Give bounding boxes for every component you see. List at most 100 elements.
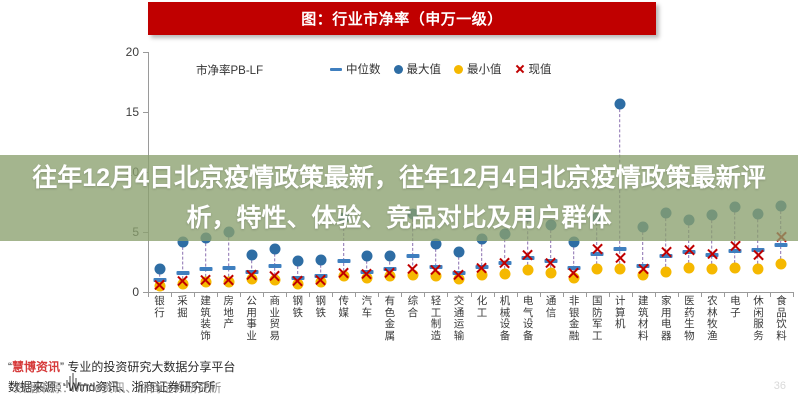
legend-swatch-min-icon xyxy=(454,64,463,74)
max-value-marker xyxy=(430,238,442,250)
current-value-marker xyxy=(291,275,304,288)
legend-item-current[interactable]: 现值 xyxy=(515,61,552,77)
range-stem xyxy=(319,259,321,283)
min-value-marker xyxy=(614,263,626,275)
min-value-marker xyxy=(476,269,488,281)
x-category-label: 休闲服务 xyxy=(753,295,764,342)
current-value-marker xyxy=(499,257,512,270)
x-category-label: 采掘 xyxy=(177,295,188,319)
range-stem xyxy=(642,227,644,276)
x-tick-mark xyxy=(148,292,149,297)
x-tick-mark xyxy=(723,292,725,297)
y-tick-mark xyxy=(143,112,148,113)
range-stem xyxy=(757,214,759,270)
min-value-marker xyxy=(522,264,534,276)
legend-swatch-max-icon xyxy=(393,64,403,74)
current-value-marker xyxy=(476,262,489,275)
legend-item-median[interactable]: 中位数 xyxy=(330,61,381,77)
max-value-marker xyxy=(384,250,396,262)
range-stem xyxy=(250,254,252,279)
current-value-marker xyxy=(360,268,373,281)
current-value-marker xyxy=(245,269,258,282)
x-tick-mark xyxy=(539,292,541,297)
x-category-label: 综合 xyxy=(407,295,419,319)
x-category-label: 建筑装饰 xyxy=(200,295,211,342)
range-stem xyxy=(204,238,206,283)
range-stem xyxy=(412,214,414,276)
x-category-label: 国防军工 xyxy=(591,295,603,342)
median-value-marker xyxy=(613,246,627,251)
max-value-marker xyxy=(453,246,465,258)
x-category-label: 银行 xyxy=(154,295,165,319)
x-category-label: 医药生物 xyxy=(684,295,695,342)
range-stem xyxy=(181,241,183,284)
current-value-marker xyxy=(429,264,442,277)
x-tick-mark xyxy=(470,292,472,297)
x-tick-mark xyxy=(286,292,288,297)
x-tick-mark xyxy=(608,292,610,297)
quote-open: “ xyxy=(8,360,12,374)
x-tick-mark xyxy=(309,292,311,297)
max-value-marker xyxy=(292,255,304,267)
x-category-label: 房地产 xyxy=(223,295,234,331)
x-tick-mark xyxy=(700,292,702,297)
y-tick-label: 15 xyxy=(125,105,139,119)
legend-label: 最大值 xyxy=(406,64,442,76)
footer-platform-line: “慧博资讯” 专业的投资研究大数据分享平台 xyxy=(8,358,235,375)
current-value-marker xyxy=(660,246,673,259)
x-category-label: 化工 xyxy=(476,295,488,319)
platform-tagline: ” 专业的投资研究大数据分享平台 xyxy=(60,360,236,374)
x-category-label: 汽车 xyxy=(361,295,373,319)
x-category-label: 轻工制造 xyxy=(430,295,442,342)
min-value-marker xyxy=(706,263,718,275)
min-value-marker xyxy=(729,262,741,274)
range-stem xyxy=(527,216,529,271)
range-stem xyxy=(458,252,460,279)
x-tick-mark xyxy=(194,292,196,297)
x-category-label: 电气设备 xyxy=(522,295,534,342)
overlay-headline: 往年12月4日北京疫情政策最新，往年12月4日北京疫情政策最新评析，特性、体验、… xyxy=(32,164,766,232)
x-tick-mark xyxy=(355,292,357,297)
x-category-label: 传媒 xyxy=(338,295,350,319)
x-tick-mark xyxy=(217,292,219,297)
current-value-marker xyxy=(406,263,419,276)
current-value-marker xyxy=(591,242,604,255)
current-value-marker xyxy=(614,252,627,265)
median-value-marker xyxy=(774,243,788,248)
chart-legend: 中位数 最大值 最小值 现值 xyxy=(330,61,552,77)
brand-name: 慧博资讯 xyxy=(12,360,61,374)
x-category-label: 非银金融 xyxy=(568,295,580,342)
range-stem xyxy=(550,224,552,273)
x-tick-mark xyxy=(263,292,265,297)
x-tick-mark xyxy=(769,292,771,297)
min-value-marker xyxy=(660,266,672,278)
y-tick-mark xyxy=(143,292,148,293)
x-category-label: 商业贸易 xyxy=(269,295,280,342)
x-category-label: 通信 xyxy=(545,295,557,319)
y-axis-caption: 市净率PB-LF xyxy=(196,65,264,77)
x-category-label: 钢铁 xyxy=(315,295,327,319)
x-tick-mark xyxy=(654,292,656,297)
current-value-marker xyxy=(383,266,396,279)
max-value-marker xyxy=(568,236,580,248)
legend-item-max[interactable]: 最大值 xyxy=(393,61,442,77)
current-value-marker xyxy=(452,269,465,282)
min-value-marker xyxy=(752,263,764,275)
x-axis-category-labels: 银行 采掘 建筑装饰 房地产 公用事业 商业贸易 钢铁 钢铁 传媒 汽车 有色金属 综合 轻工制造 交通运… xyxy=(148,295,793,358)
x-category-label: 钢铁 xyxy=(292,295,303,319)
legend-item-min[interactable]: 最小值 xyxy=(454,61,502,77)
current-value-marker xyxy=(706,247,719,260)
range-stem xyxy=(504,234,506,274)
overlay-banner: 往年12月4日北京疫情政策最新，往年12月4日北京疫情政策最新评析，特性、体验、… xyxy=(0,155,798,241)
median-value-marker xyxy=(199,267,213,272)
legend-label: 现值 xyxy=(528,64,552,76)
x-tick-mark xyxy=(401,292,403,297)
median-value-marker xyxy=(406,254,420,258)
current-value-marker xyxy=(683,244,696,257)
x-category-label: 家用电器 xyxy=(661,295,672,342)
x-tick-mark xyxy=(493,292,495,297)
max-value-marker xyxy=(269,243,281,255)
x-tick-mark xyxy=(240,292,242,297)
x-tick-mark xyxy=(516,292,518,297)
